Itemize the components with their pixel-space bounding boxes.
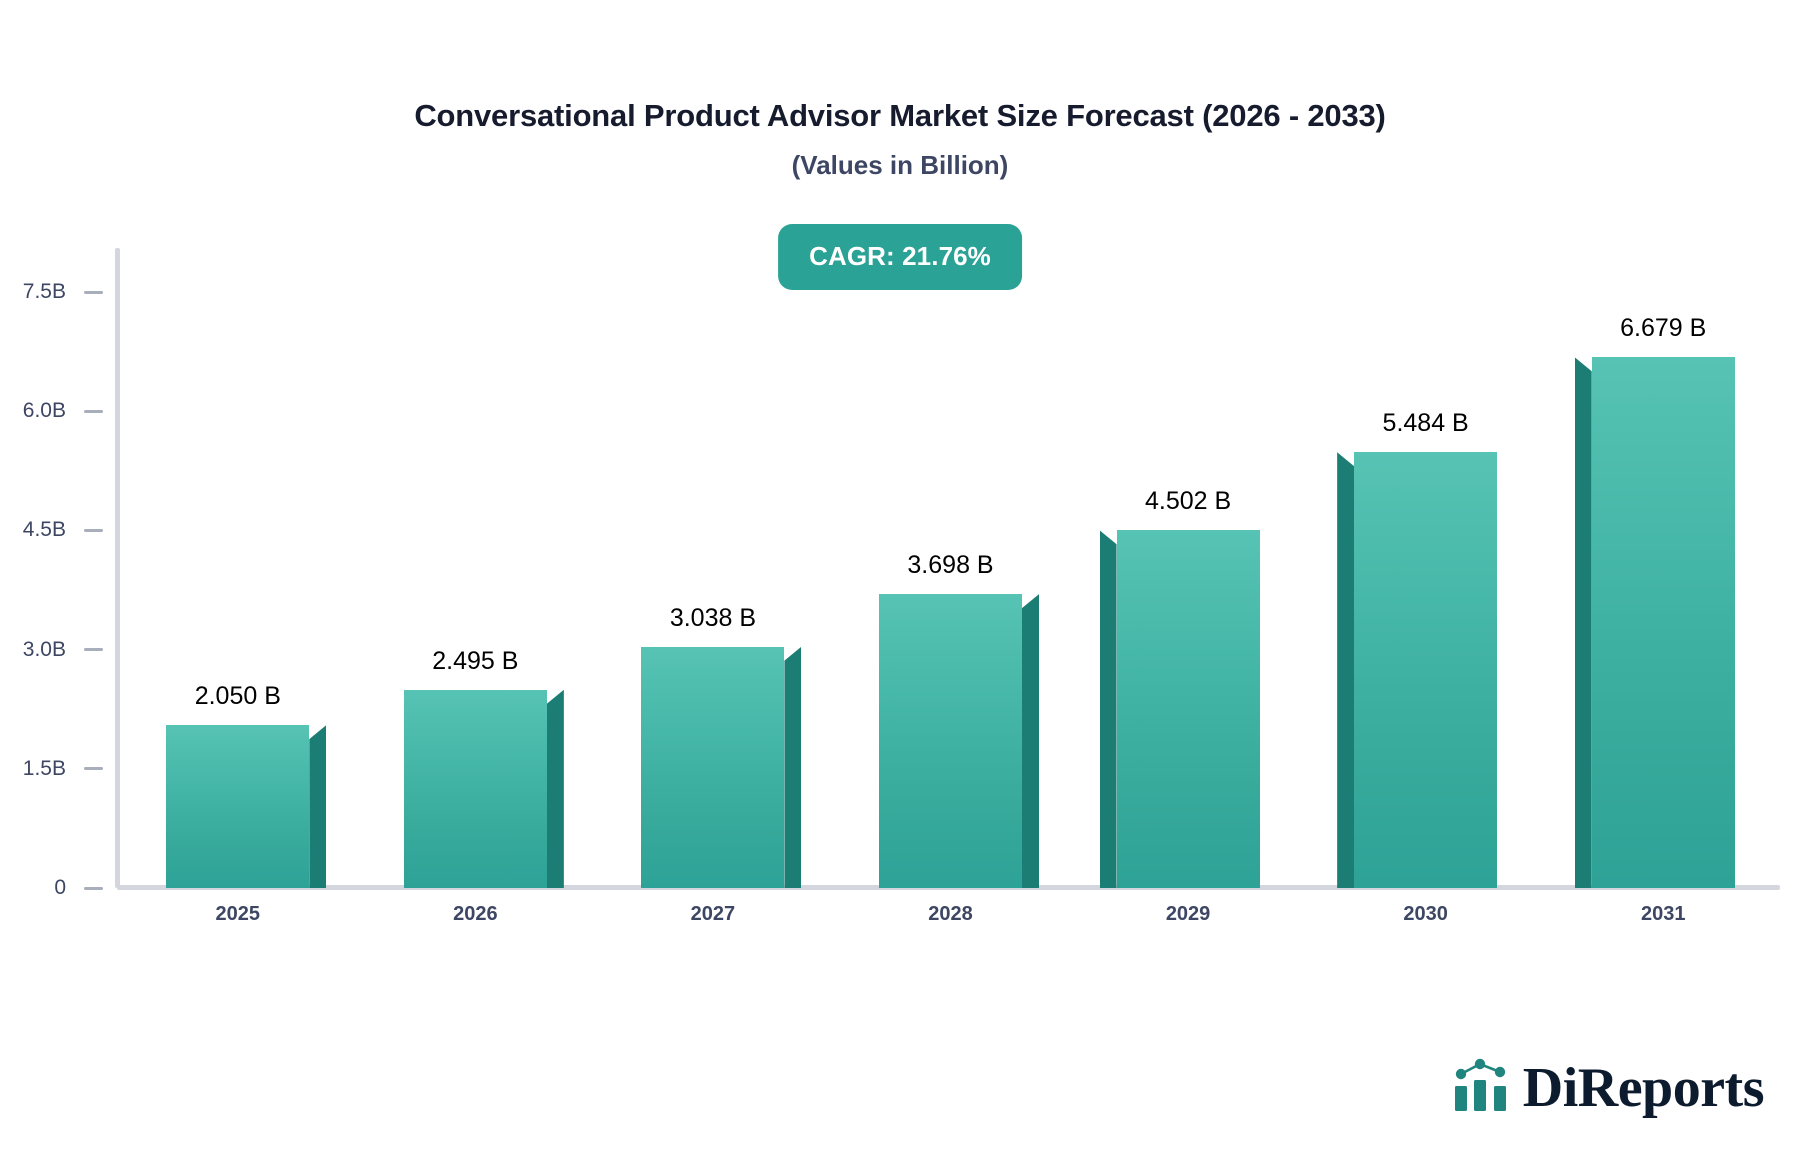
x-axis-label: 2030 (1403, 903, 1448, 925)
bar-value-label: 3.698 B (907, 551, 994, 580)
y-axis: 0 1.5B 3.0B 4.5B 6.0B 7.5B (0, 0, 117, 1156)
bar-front-face (879, 594, 1022, 888)
bar-value-label: 4.502 B (1144, 487, 1232, 516)
y-axis-tick-mark (84, 886, 103, 890)
y-axis-tick-label: 6.0B (22, 399, 66, 423)
y-axis-line (115, 248, 120, 888)
bar-side-face (1099, 530, 1117, 888)
x-axis-label: 2029 (1165, 903, 1211, 925)
bar-front-face (1591, 357, 1735, 888)
bar-group: 2.495 B (403, 647, 564, 888)
bar[interactable] (641, 646, 802, 888)
y-axis-tick-label: 1.5B (22, 756, 66, 780)
bar-side-face (1574, 357, 1592, 888)
bar-value-label: 5.484 B (1382, 409, 1469, 438)
bar-side-face (309, 725, 327, 888)
y-axis-tick-label: 0 (54, 876, 66, 899)
x-axis-label: 2028 (928, 903, 973, 925)
bar-front-face (641, 646, 785, 888)
bar-group: 2.050 B (166, 682, 327, 888)
page-title: Conversational Product Advisor Market Si… (414, 98, 1386, 133)
bar-group: 4.502 B (1099, 487, 1260, 888)
y-axis-tick-mark (84, 528, 103, 532)
y-axis-tick-mark (84, 290, 103, 294)
bar-group: 3.698 B (879, 551, 1039, 888)
bar-side-face (1337, 452, 1355, 888)
y-axis-tick-label: 3.0B (22, 637, 66, 661)
bar[interactable] (879, 594, 1039, 888)
bar-value-label: 2.495 B (432, 646, 519, 675)
x-axis-label: 2031 (1640, 903, 1686, 925)
x-axis-label: 2027 (690, 903, 736, 925)
bar-group: 5.484 B (1337, 409, 1498, 888)
bar-side-face (1022, 594, 1039, 888)
x-axis-label: 2025 (215, 903, 261, 925)
bar-front-face (1354, 452, 1498, 888)
bar-side-face (546, 689, 564, 888)
brand-logo-text: DiReports (1522, 1056, 1765, 1119)
bar[interactable] (1337, 452, 1498, 888)
chart-subtitle: (Values in Billion) (791, 149, 1009, 180)
y-axis-tick-mark (84, 409, 103, 413)
bar-group: 6.679 B (1574, 314, 1735, 888)
bar-group: 3.038 B (641, 604, 802, 888)
y-axis-tick-mark (84, 648, 103, 652)
bar-chart-icon (1453, 1057, 1515, 1118)
bar-front-face (403, 689, 547, 888)
y-axis-tick-label: 4.5B (22, 518, 66, 542)
bar-side-face (784, 646, 802, 888)
y-axis-tick-label: 7.5B (22, 280, 66, 303)
cagr-badge: CAGR: 21.76% (778, 224, 1022, 290)
brand-logo: DiReports (1453, 1056, 1765, 1119)
bar[interactable] (166, 725, 327, 888)
y-axis-tick-mark (84, 767, 103, 771)
chart-header: Conversational Product Advisor Market Si… (0, 0, 1800, 181)
bar[interactable] (1574, 357, 1735, 888)
bar-value-label: 3.038 B (669, 603, 757, 632)
bar-front-face (1116, 530, 1260, 888)
bar[interactable] (1099, 530, 1260, 888)
bar-front-face (166, 725, 310, 888)
bar-value-label: 2.050 B (194, 682, 281, 711)
bar[interactable] (403, 689, 564, 888)
bar-value-label: 6.679 B (1620, 314, 1707, 343)
bars-layer: 2.050 B 2025 2.495 B 2026 3.038 B 2027 3.698 B… (117, 0, 1780, 1156)
x-axis-label: 2026 (453, 903, 498, 925)
